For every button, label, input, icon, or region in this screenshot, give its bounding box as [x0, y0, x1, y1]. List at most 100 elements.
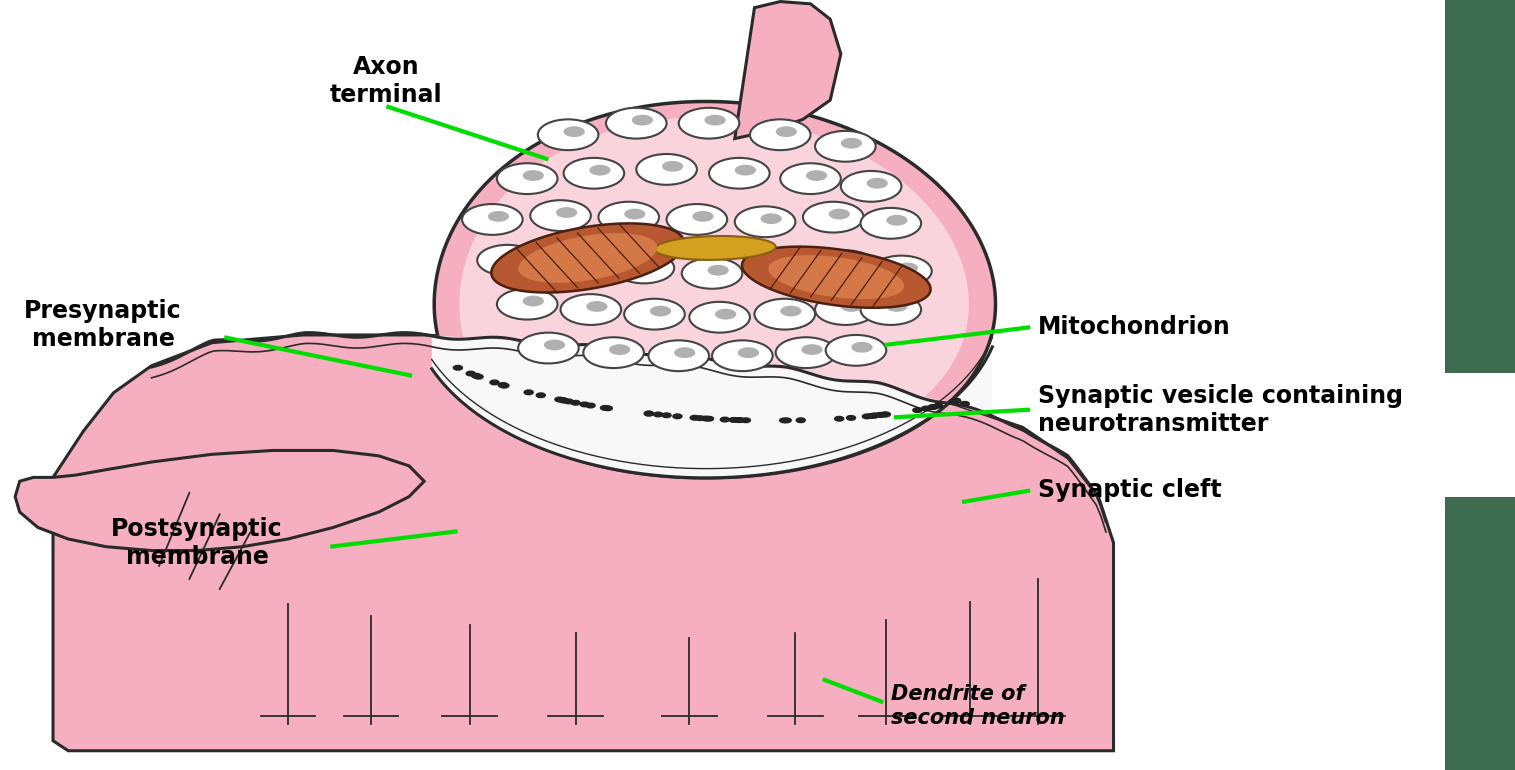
Polygon shape — [742, 246, 930, 308]
Circle shape — [586, 403, 595, 408]
Circle shape — [729, 417, 738, 422]
Circle shape — [650, 306, 671, 316]
Circle shape — [862, 414, 871, 419]
Circle shape — [530, 200, 591, 231]
Circle shape — [644, 411, 653, 416]
Circle shape — [624, 209, 645, 219]
Polygon shape — [735, 2, 841, 139]
Polygon shape — [15, 450, 424, 551]
Circle shape — [776, 337, 836, 368]
Circle shape — [462, 204, 523, 235]
Circle shape — [609, 344, 630, 355]
Circle shape — [644, 411, 653, 416]
Circle shape — [523, 170, 544, 181]
Circle shape — [564, 126, 585, 137]
Circle shape — [877, 413, 886, 417]
Circle shape — [733, 418, 742, 423]
Circle shape — [682, 258, 742, 289]
Circle shape — [689, 302, 750, 333]
Circle shape — [870, 413, 879, 418]
Circle shape — [886, 301, 907, 312]
Circle shape — [564, 158, 624, 189]
Circle shape — [600, 406, 609, 410]
Circle shape — [662, 161, 683, 172]
Circle shape — [704, 115, 726, 126]
Bar — [1445, 0, 1515, 373]
Circle shape — [704, 417, 714, 421]
Circle shape — [870, 413, 879, 418]
Circle shape — [826, 335, 886, 366]
Polygon shape — [518, 233, 658, 283]
Text: Dendrite of
second neuron: Dendrite of second neuron — [891, 685, 1065, 728]
Circle shape — [847, 416, 856, 420]
Circle shape — [715, 309, 736, 320]
Polygon shape — [432, 336, 992, 478]
Text: Postsynaptic
membrane: Postsynaptic membrane — [111, 517, 283, 569]
Circle shape — [933, 403, 942, 408]
Circle shape — [518, 333, 579, 363]
Circle shape — [961, 401, 970, 406]
Circle shape — [606, 108, 667, 139]
Circle shape — [589, 165, 611, 176]
Text: Synaptic cleft: Synaptic cleft — [1038, 478, 1221, 503]
Text: Mitochondrion: Mitochondrion — [1038, 315, 1230, 340]
Circle shape — [741, 418, 750, 423]
Circle shape — [780, 306, 801, 316]
Circle shape — [750, 119, 811, 150]
Circle shape — [488, 211, 509, 222]
Polygon shape — [768, 255, 904, 300]
Circle shape — [929, 405, 938, 410]
Circle shape — [829, 209, 850, 219]
Circle shape — [929, 405, 938, 410]
Circle shape — [776, 261, 797, 272]
Circle shape — [738, 347, 759, 358]
Circle shape — [861, 208, 921, 239]
Circle shape — [841, 138, 862, 149]
Polygon shape — [491, 223, 685, 293]
Circle shape — [538, 119, 598, 150]
Circle shape — [586, 301, 608, 312]
Circle shape — [886, 215, 907, 226]
Circle shape — [897, 263, 918, 273]
Circle shape — [880, 412, 889, 417]
Circle shape — [453, 366, 462, 370]
Circle shape — [536, 393, 545, 397]
Circle shape — [571, 400, 580, 405]
Circle shape — [841, 171, 901, 202]
Circle shape — [545, 248, 606, 279]
Circle shape — [761, 213, 782, 224]
Circle shape — [835, 417, 844, 421]
Circle shape — [695, 416, 704, 420]
Circle shape — [673, 414, 682, 419]
Circle shape — [720, 417, 729, 422]
Circle shape — [691, 416, 700, 420]
Circle shape — [797, 418, 806, 423]
Circle shape — [471, 373, 480, 378]
Text: Synaptic vesicle containing
neurotransmitter: Synaptic vesicle containing neurotransmi… — [1038, 383, 1403, 436]
Circle shape — [776, 126, 797, 137]
Circle shape — [559, 398, 568, 403]
Circle shape — [851, 342, 873, 353]
Circle shape — [876, 413, 885, 417]
Circle shape — [624, 299, 685, 330]
Circle shape — [523, 296, 544, 306]
Circle shape — [882, 412, 891, 417]
Circle shape — [735, 418, 744, 423]
Circle shape — [556, 207, 577, 218]
Circle shape — [780, 418, 789, 423]
Circle shape — [782, 418, 791, 423]
Circle shape — [474, 374, 483, 379]
Circle shape — [561, 294, 621, 325]
Circle shape — [815, 131, 876, 162]
Circle shape — [679, 108, 739, 139]
Circle shape — [603, 406, 612, 410]
Circle shape — [477, 245, 538, 276]
Circle shape — [948, 400, 957, 404]
Circle shape — [583, 337, 644, 368]
Circle shape — [861, 294, 921, 325]
Circle shape — [806, 170, 827, 181]
Circle shape — [951, 398, 961, 403]
Circle shape — [709, 158, 770, 189]
Circle shape — [708, 265, 729, 276]
Circle shape — [871, 256, 932, 286]
